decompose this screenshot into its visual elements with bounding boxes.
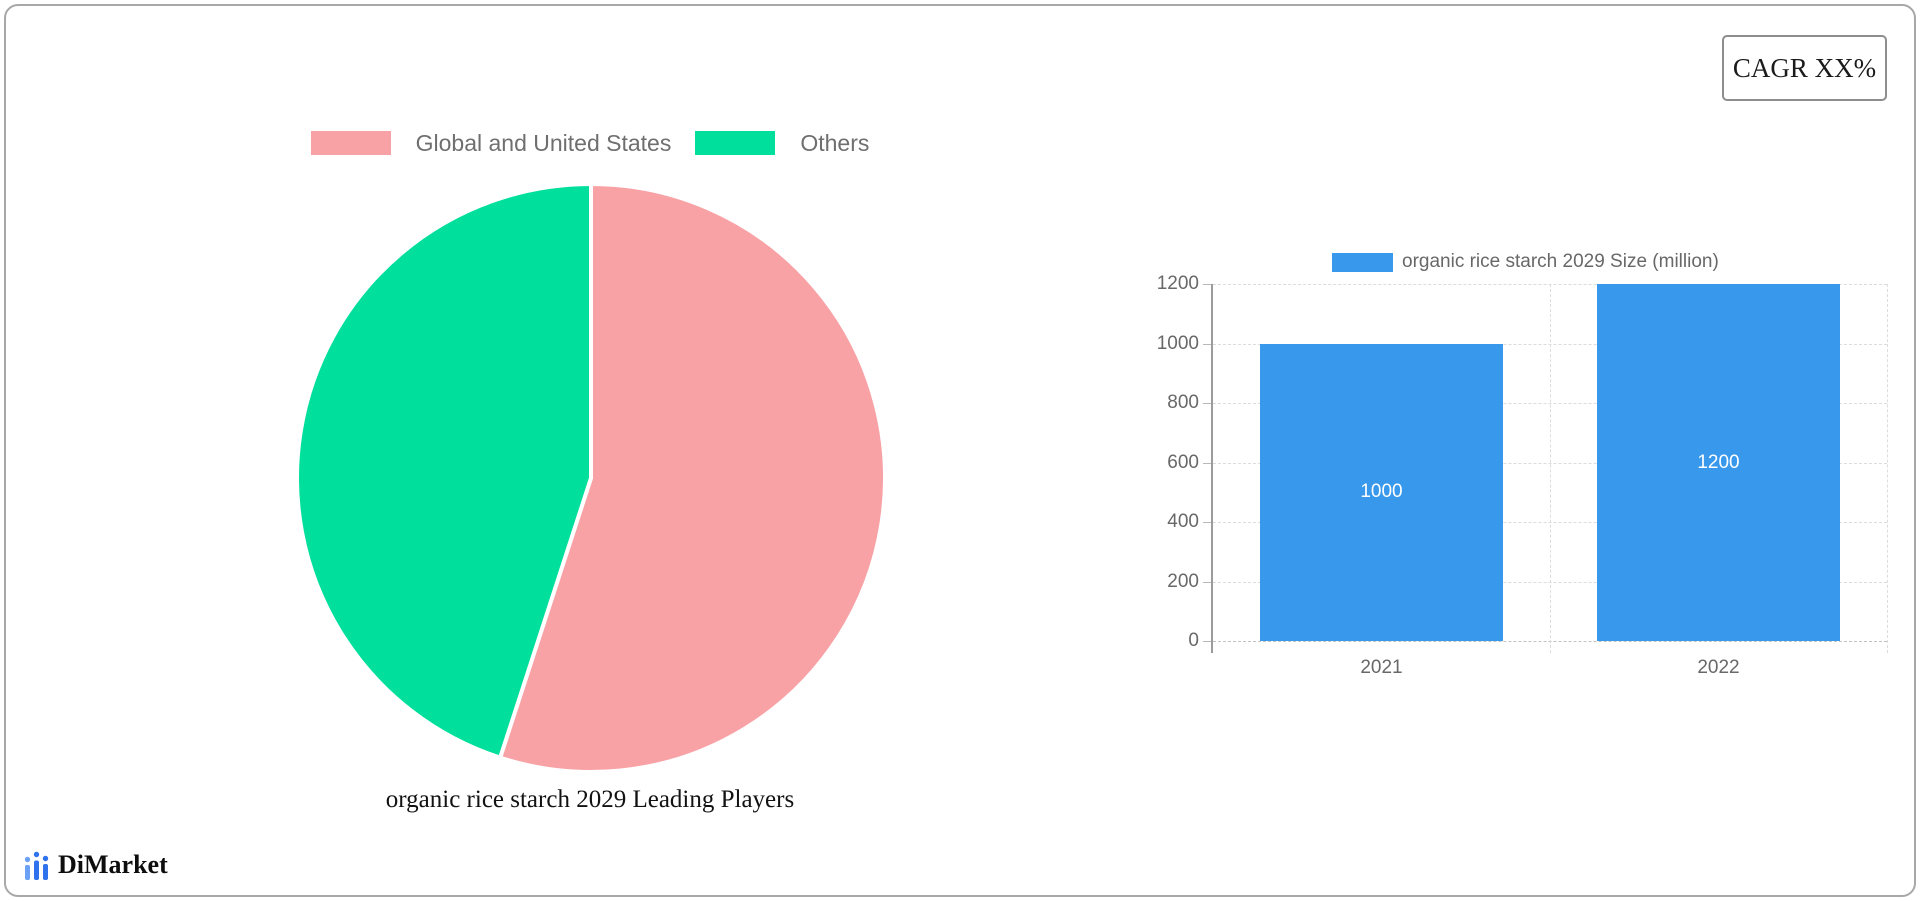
bar-2022 <box>1597 284 1840 641</box>
y-tickmark-1200 <box>1203 284 1211 285</box>
bar-value-label-2021: 1000 <box>1360 481 1403 503</box>
pie-legend: Global and United States Others <box>0 128 1180 158</box>
pie-slice-0 <box>498 182 887 774</box>
y-tick-label-1200: 1200 <box>1156 273 1199 294</box>
x-axis-label-2021: 2021 <box>1360 657 1403 678</box>
bar-legend-swatch <box>1332 252 1393 272</box>
pie-chart <box>295 182 887 774</box>
bar-value-label-2022: 1200 <box>1697 451 1740 473</box>
pie-legend-swatch-1 <box>695 131 776 155</box>
cagr-label: CAGR XX% <box>1732 52 1877 83</box>
y-axis-line <box>1211 284 1213 653</box>
pie-legend-swatch-0 <box>310 131 391 155</box>
pie-legend-item-0: Global and United States <box>310 129 672 157</box>
y-tick-label-600: 600 <box>1167 451 1199 473</box>
pie-legend-item-1: Others <box>695 130 869 157</box>
bar-legend: organic rice starch 2029 Size (million) <box>1332 251 1719 273</box>
y-tickmark-400 <box>1203 522 1211 523</box>
y-tick-label-0: 0 <box>1188 630 1199 651</box>
bar-legend-label: organic rice starch 2029 Size (million) <box>1402 251 1719 272</box>
gridline-x-2 <box>1887 284 1888 653</box>
bar-chart-plot-area: 0 200 400 600 800 1000 1200 1000 2021 1200 2022 <box>1157 273 1888 678</box>
y-tickmark-600 <box>1203 462 1211 464</box>
bar-2021 <box>1260 343 1503 641</box>
y-tickmark-0 <box>1203 641 1211 642</box>
pie-slice-1 <box>295 182 593 760</box>
y-tick-label-400: 400 <box>1167 511 1199 532</box>
bar-chart-icon <box>25 851 49 880</box>
y-tick-label-1000: 1000 <box>1156 332 1199 354</box>
y-tickmark-800 <box>1203 403 1211 404</box>
pie-legend-label-0: Global and United States <box>415 129 672 156</box>
gridline-x-1 <box>1550 284 1551 653</box>
brand-logo: DiMarket <box>25 850 168 880</box>
pie-chart-title: organic rice starch 2029 Leading Players <box>385 786 795 813</box>
pie-legend-label-1: Others <box>800 129 870 156</box>
cagr-badge: CAGR XX% <box>1722 35 1887 101</box>
y-tick-label-800: 800 <box>1167 392 1199 413</box>
y-tickmark-200 <box>1203 581 1211 583</box>
y-tick-label-200: 200 <box>1167 570 1199 592</box>
brand-name: DiMarket <box>58 850 168 879</box>
y-tickmark-1000 <box>1203 343 1211 345</box>
x-axis-label-2022: 2022 <box>1697 657 1740 678</box>
